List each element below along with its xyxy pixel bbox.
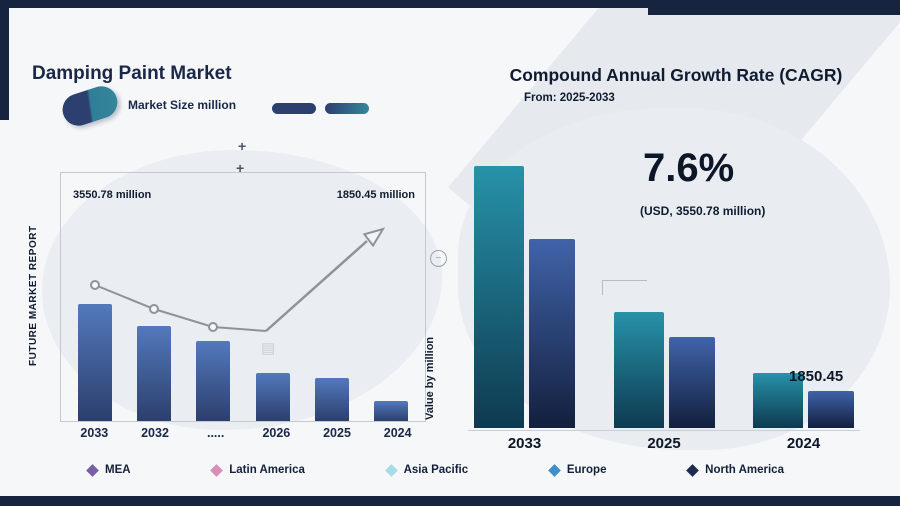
left-x-axis-label: 2026 [262, 426, 291, 440]
legend-item-asia-pacific: Asia Pacific [384, 463, 469, 477]
market-size-bar [77, 304, 112, 421]
legend-label: Asia Pacific [403, 464, 469, 476]
right-chart-groups: 2033 2025 2024 [474, 166, 854, 452]
legend-diamond-icon [86, 463, 99, 477]
right-x-axis-label: 2025 [647, 435, 681, 452]
cagr-bar-group: 2033 [474, 166, 575, 452]
cagr-bar [753, 373, 803, 428]
left-chart-bars [61, 289, 425, 421]
left-bar-column [184, 289, 243, 421]
cagr-bar-pair [613, 312, 715, 428]
market-size-bar [136, 326, 171, 421]
cagr-bar-group: 2025 [613, 312, 715, 452]
legend-item-latin-america: Latin America [210, 463, 305, 477]
footer-legend: MEA Latin America Asia Pacific Europe North … [86, 463, 784, 477]
cagr-bar [668, 337, 715, 428]
left-x-axis-label: ..... [206, 426, 225, 440]
cagr-bar [474, 166, 524, 428]
market-size-legend-label: Market Size million [128, 98, 237, 112]
right-chart-baseline [468, 430, 860, 431]
paint-capsule-icon [58, 82, 122, 130]
cagr-bar [808, 391, 854, 428]
cagr-title: Compound Annual Growth Rate (CAGR) [509, 64, 843, 85]
left-bar-column [362, 289, 421, 421]
cagr-percentage: 7.6% [643, 146, 735, 190]
legend-diamond-icon [384, 463, 398, 477]
top-border-bar [0, 0, 900, 8]
left-chart-y-axis-label: FUTURE MARKET REPORT [28, 225, 39, 367]
top-right-border-bar [648, 0, 900, 15]
left-border-stripe [0, 8, 9, 120]
left-bar-column [124, 289, 183, 421]
legend-item-europe: Europe [547, 463, 607, 477]
left-chart-xlabels: 2033 2032..... 2026 2025 2024 [60, 426, 432, 440]
plus-icon: + [236, 160, 245, 176]
right-x-axis-label: 2024 [786, 435, 821, 452]
bottom-border-bar [0, 496, 900, 506]
market-size-bar [314, 378, 349, 421]
right-chart-y-axis-label: Value by million [424, 336, 436, 420]
left-x-axis-label: 2024 [383, 426, 412, 440]
cagr-bar [529, 239, 575, 428]
legend-item-north-america: North America [686, 463, 784, 477]
legend-label: Latin America [229, 464, 305, 476]
cagr-bar-pair [753, 373, 854, 428]
left-x-axis-label: 2033 [80, 426, 109, 440]
left-bar-column [302, 289, 361, 421]
pill-icon-gradient [325, 103, 369, 114]
pill-icon-navy [272, 103, 316, 114]
market-size-bar [374, 401, 409, 421]
legend-label: North America [705, 464, 784, 476]
market-size-chart: 3550.78 million 1850.45 million ▤ [60, 172, 426, 422]
cagr-bar-pair [474, 166, 575, 428]
cagr-bar [613, 312, 664, 428]
circle-minus-icon: − [430, 250, 447, 267]
cagr-bar-group: 2024 [753, 373, 854, 452]
legend-label: MEA [105, 464, 131, 476]
pill-decoration-row [272, 103, 369, 114]
legend-diamond-icon [686, 463, 700, 477]
plus-icon: + [238, 138, 247, 154]
annotation-2024-value: 1850.45 million [336, 189, 415, 201]
left-x-axis-label: 2032 [141, 426, 169, 440]
left-bar-column [243, 289, 302, 421]
left-x-axis-label: 2025 [323, 426, 351, 440]
legend-diamond-icon [210, 463, 224, 477]
cagr-period-subtitle: From: 2025-2033 [524, 92, 615, 104]
legend-label: Europe [566, 464, 607, 476]
annotation-2033-value: 3550.78 million [73, 189, 152, 201]
right-x-axis-label: 2033 [507, 435, 542, 452]
page-title: Damping Paint Market [32, 62, 232, 84]
bar-value-label-2024: 1850.45 [789, 368, 844, 385]
grid-icon: ▤ [261, 340, 276, 357]
left-bar-column [65, 289, 124, 421]
market-size-bar [255, 373, 290, 421]
legend-diamond-icon [547, 463, 561, 477]
cagr-usd-note: (USD, 3550.78 million) [640, 204, 766, 218]
market-size-bar [196, 341, 231, 421]
bracket-decoration [602, 280, 647, 295]
legend-item-mea: MEA [86, 463, 131, 477]
